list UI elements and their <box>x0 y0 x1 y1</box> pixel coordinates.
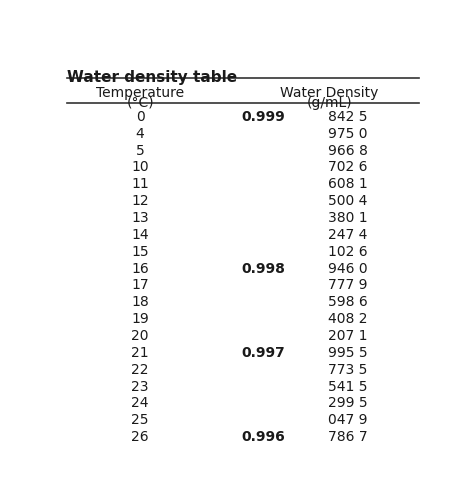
Text: (g/mL): (g/mL) <box>306 96 352 110</box>
Text: 380 1: 380 1 <box>328 211 368 225</box>
Text: 16: 16 <box>131 262 149 276</box>
Text: 13: 13 <box>131 211 149 225</box>
Text: 0.997: 0.997 <box>241 346 285 360</box>
Text: 047 9: 047 9 <box>328 413 368 427</box>
Text: 408 2: 408 2 <box>328 312 368 326</box>
Text: 777 9: 777 9 <box>328 279 368 292</box>
Text: 0: 0 <box>136 110 145 124</box>
Text: (°C): (°C) <box>126 96 154 110</box>
Text: 11: 11 <box>131 178 149 191</box>
Text: Temperature: Temperature <box>96 86 184 100</box>
Text: 0.998: 0.998 <box>241 262 285 276</box>
Text: 15: 15 <box>131 245 149 259</box>
Text: 26: 26 <box>131 430 149 444</box>
Text: 995 5: 995 5 <box>328 346 368 360</box>
Text: 102 6: 102 6 <box>328 245 368 259</box>
Text: 608 1: 608 1 <box>328 178 368 191</box>
Text: 207 1: 207 1 <box>328 329 368 343</box>
Text: 19: 19 <box>131 312 149 326</box>
Text: 966 8: 966 8 <box>328 144 368 157</box>
Text: 20: 20 <box>131 329 149 343</box>
Text: 14: 14 <box>131 228 149 242</box>
Text: 24: 24 <box>131 396 149 410</box>
Text: 975 0: 975 0 <box>328 127 368 141</box>
Text: 10: 10 <box>131 160 149 175</box>
Text: 18: 18 <box>131 295 149 309</box>
Text: 0.999: 0.999 <box>241 110 285 124</box>
Text: 500 4: 500 4 <box>328 194 368 208</box>
Text: 702 6: 702 6 <box>328 160 368 175</box>
Text: 5: 5 <box>136 144 145 157</box>
Text: 22: 22 <box>131 363 149 377</box>
Text: 773 5: 773 5 <box>328 363 368 377</box>
Text: 598 6: 598 6 <box>328 295 368 309</box>
Text: 25: 25 <box>131 413 149 427</box>
Text: 946 0: 946 0 <box>328 262 368 276</box>
Text: 4: 4 <box>136 127 145 141</box>
Text: 247 4: 247 4 <box>328 228 368 242</box>
Text: 12: 12 <box>131 194 149 208</box>
Text: 786 7: 786 7 <box>328 430 368 444</box>
Text: 0.996: 0.996 <box>241 430 285 444</box>
Text: 23: 23 <box>131 379 149 393</box>
Text: Water density table: Water density table <box>66 70 237 85</box>
Text: Water Density: Water Density <box>280 86 378 100</box>
Text: 842 5: 842 5 <box>328 110 368 124</box>
Text: 21: 21 <box>131 346 149 360</box>
Text: 299 5: 299 5 <box>328 396 368 410</box>
Text: 541 5: 541 5 <box>328 379 368 393</box>
Text: 17: 17 <box>131 279 149 292</box>
